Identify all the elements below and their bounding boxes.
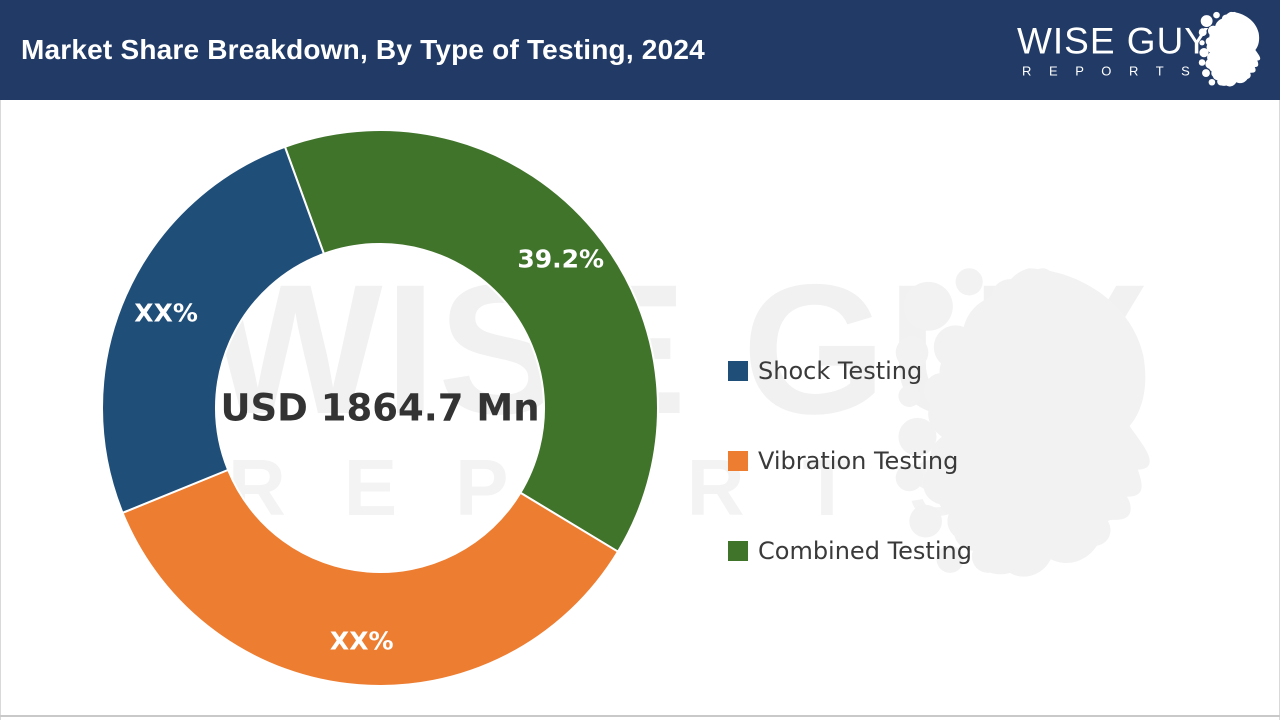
slice-label-shock-testing: XX% [134,298,198,328]
donut-slice-shock-testing [101,145,325,514]
donut-slice-combined-testing [283,129,659,553]
left-border-line [0,100,1,720]
legend-swatch-shock-testing [728,361,748,381]
legend-label-shock-testing: Shock Testing [758,357,923,385]
legend: Shock Testing Vibration Testing Combined… [728,355,972,625]
legend-item-combined-testing: Combined Testing [728,535,972,567]
logo-text: WISE GUY R E P O R T S [1017,22,1210,78]
logo-wise-guy-text: WISE GUY [1016,20,1210,61]
legend-item-shock-testing: Shock Testing [728,355,972,387]
legend-item-vibration-testing: Vibration Testing [728,445,972,477]
donut-slice-vibration-testing [121,468,619,687]
slice-label-vibration-testing: XX% [329,626,394,656]
legend-swatch-vibration-testing [728,451,748,471]
slice-label-combined-testing: 39.2% [517,244,605,274]
donut-chart: USD 1864.7 Mn 39.2% XX% XX% [99,127,661,689]
logo-reports-text: R E P O R T S [1021,63,1197,78]
donut-center-label: USD 1864.7 Mn [220,386,540,430]
wise-guy-face-icon [1198,11,1264,90]
legend-swatch-combined-testing [728,541,748,561]
header: Market Share Breakdown, By Type of Testi… [0,0,1280,100]
bottom-border-line [0,715,1280,717]
brand-logo: WISE GUY R E P O R T S [1017,11,1264,90]
legend-label-vibration-testing: Vibration Testing [758,447,959,475]
donut-svg [101,129,659,687]
legend-label-combined-testing: Combined Testing [758,537,972,565]
page-title: Market Share Breakdown, By Type of Testi… [21,34,705,65]
